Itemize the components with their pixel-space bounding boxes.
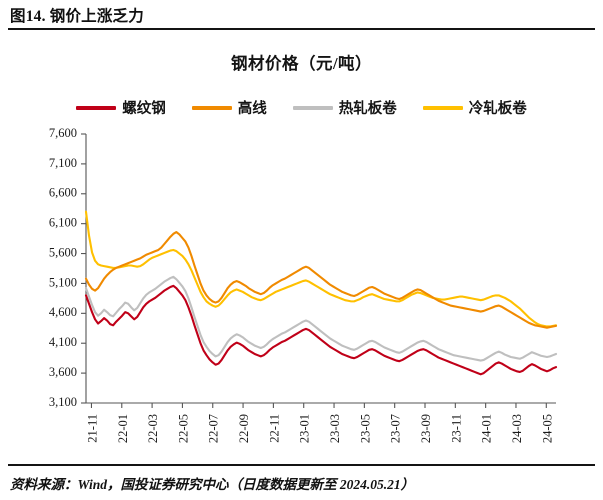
series-line-高线 [84, 230, 558, 329]
line-swatch-icon [76, 105, 117, 110]
y-tick-label: 6,100 [49, 216, 77, 230]
figure-caption: 图14. 钢价上涨乏力 [10, 8, 144, 25]
x-tick-label: 23-03 [328, 414, 342, 443]
figure-footer: 资料来源：Wind，国投证券研究中心（日度数据更新至 2024.05.21） [0, 464, 603, 500]
source-note: 资料来源：Wind，国投证券研究中心（日度数据更新至 2024.05.21） [10, 477, 415, 492]
header-divider [8, 28, 595, 30]
x-tick-label: 23-07 [389, 414, 403, 443]
series-line-热轧板卷 [84, 275, 558, 362]
x-tick-label: 24-05 [540, 414, 554, 443]
y-axis-ticks: 7,600 7,100 6,600 6,100 5,600 5,100 4,600 4,100… [49, 126, 86, 409]
legend-item-冷轧板卷[interactable]: 冷轧板卷 [422, 97, 527, 118]
y-tick-label: 3,600 [49, 365, 77, 379]
x-tick-label: 23-11 [449, 414, 463, 443]
y-tick-label: 7,100 [49, 156, 77, 170]
x-tick-label: 23-05 [358, 414, 372, 443]
x-tick-label: 24-03 [510, 414, 524, 443]
line-swatch-icon [422, 105, 463, 110]
chart-title: 钢材价格（元/吨） [230, 54, 373, 73]
legend-label: 螺纹钢 [122, 101, 166, 117]
chart-series-group [84, 210, 558, 376]
y-tick-label: 6,600 [49, 186, 77, 200]
y-tick-label: 4,100 [49, 335, 77, 349]
figure-header: 图14. 钢价上涨乏力 [0, 0, 603, 33]
y-tick-label: 5,600 [49, 245, 77, 259]
x-tick-label: 22-07 [207, 414, 221, 443]
chart-plot-area: 7,600 7,100 6,600 6,100 5,600 5,100 4,600 4,100… [0, 118, 603, 463]
x-tick-label: 22-09 [237, 414, 251, 443]
y-tick-label: 5,100 [49, 275, 77, 289]
chart-legend: 螺纹钢 高线 热轧板卷 冷轧板卷 [0, 97, 603, 118]
x-tick-label: 22-11 [267, 414, 281, 443]
x-tick-label: 23-09 [419, 414, 433, 443]
chart-axes [85, 134, 556, 404]
legend-label: 热轧板卷 [338, 101, 397, 117]
x-tick-label: 24-01 [480, 414, 494, 443]
line-swatch-icon [292, 105, 333, 110]
legend-label: 冷轧板卷 [468, 101, 527, 117]
series-line-冷轧板卷 [84, 210, 558, 328]
line-swatch-icon [191, 105, 232, 110]
footer-divider [8, 464, 595, 466]
x-tick-label: 21-11 [85, 414, 99, 443]
line-chart-svg: 7,600 7,100 6,600 6,100 5,600 5,100 4,600 4,100… [49, 126, 558, 443]
legend-label: 高线 [237, 101, 267, 117]
legend-item-高线[interactable]: 高线 [191, 97, 267, 118]
x-tick-label: 22-01 [116, 414, 130, 443]
x-tick-label: 22-05 [176, 414, 190, 443]
x-tick-label: 22-03 [146, 414, 160, 443]
y-tick-label: 3,100 [49, 395, 77, 409]
x-axis-ticks: 21-11 22-01 22-03 22-05 22-07 22-09 22-11 23-01… [85, 403, 554, 443]
x-tick-label: 23-01 [298, 414, 312, 443]
series-line-螺纹钢 [84, 284, 558, 376]
y-tick-label: 4,600 [49, 305, 77, 319]
legend-item-螺纹钢[interactable]: 螺纹钢 [76, 97, 166, 118]
legend-item-热轧板卷[interactable]: 热轧板卷 [292, 97, 397, 118]
y-tick-label: 7,600 [49, 126, 77, 140]
